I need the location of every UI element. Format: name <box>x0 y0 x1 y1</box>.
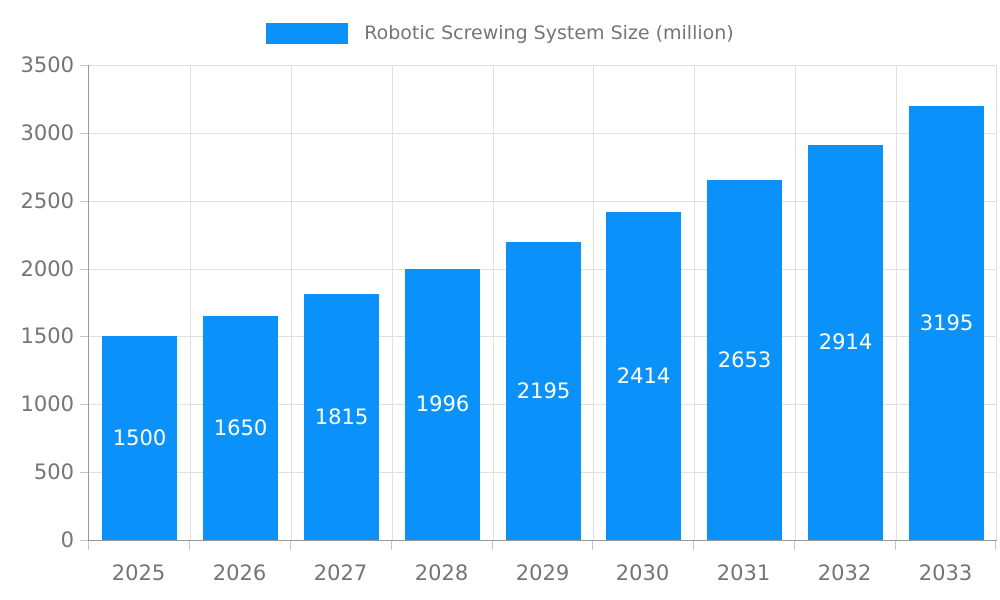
x-axis-tick <box>290 541 291 550</box>
bar[interactable]: 1815 <box>304 294 379 540</box>
legend-label: Robotic Screwing System Size (million) <box>364 22 734 44</box>
gridline-vertical <box>593 65 594 540</box>
x-axis-tick <box>794 541 795 550</box>
y-axis-tick <box>80 472 88 473</box>
gridline-vertical <box>190 65 191 540</box>
x-axis-label: 2027 <box>313 561 368 585</box>
gridline-vertical <box>291 65 292 540</box>
y-axis-tick <box>80 269 88 270</box>
bar-value-label: 2653 <box>717 347 772 372</box>
plot-area: 1500 1650 1815 1996 2195 2414 2653 2914 3195 <box>88 65 997 541</box>
x-axis-label: 2028 <box>414 561 469 585</box>
y-axis-tick <box>80 336 88 337</box>
x-axis-label: 2029 <box>515 561 570 585</box>
bar-value-label: 2414 <box>616 363 671 388</box>
gridline-vertical <box>996 65 997 540</box>
x-axis-label: 2033 <box>918 561 973 585</box>
x-axis-tick <box>492 541 493 550</box>
y-axis-tick <box>80 65 88 66</box>
y-axis-label: 2000 <box>20 257 74 281</box>
x-axis-tick <box>592 541 593 550</box>
y-axis-label: 1000 <box>20 392 74 416</box>
y-axis-tick <box>80 404 88 405</box>
bar[interactable]: 1500 <box>102 336 177 540</box>
y-axis-label: 500 <box>33 460 74 484</box>
x-axis-tick <box>693 541 694 550</box>
x-axis-tick <box>895 541 896 550</box>
x-axis-label: 2025 <box>111 561 166 585</box>
y-axis-label: 3500 <box>20 53 74 77</box>
gridline-vertical <box>795 65 796 540</box>
bar-value-label: 1500 <box>112 425 167 450</box>
bar[interactable]: 1650 <box>203 316 278 540</box>
x-axis-tick <box>995 541 996 550</box>
gridline-vertical <box>392 65 393 540</box>
y-axis-label: 2500 <box>20 189 74 213</box>
legend[interactable]: Robotic Screwing System Size (million) <box>0 22 1000 44</box>
bar-value-label: 1996 <box>415 392 470 416</box>
y-axis-tick <box>80 540 88 541</box>
x-axis-label: 2031 <box>716 561 771 585</box>
bar-value-label: 2195 <box>516 378 571 403</box>
bar[interactable]: 1996 <box>405 269 480 540</box>
gridline-vertical <box>694 65 695 540</box>
bar[interactable]: 2195 <box>506 242 581 540</box>
bar-value-label: 1815 <box>314 404 369 429</box>
y-axis-label: 3000 <box>20 121 74 145</box>
y-axis-tick <box>80 201 88 202</box>
gridline-horizontal <box>89 65 997 66</box>
gridline-vertical <box>493 65 494 540</box>
x-axis-tick <box>189 541 190 550</box>
bar[interactable]: 2914 <box>808 145 883 540</box>
gridline-vertical <box>896 65 897 540</box>
bar-value-label: 1650 <box>213 415 268 440</box>
x-axis-tick <box>391 541 392 550</box>
y-axis-label: 0 <box>60 528 74 552</box>
bar[interactable]: 2653 <box>707 180 782 540</box>
x-axis-label: 2030 <box>615 561 670 585</box>
gridline-horizontal <box>89 132 997 134</box>
y-axis-tick <box>80 133 88 134</box>
x-axis-tick <box>88 541 89 550</box>
x-axis-label: 2026 <box>212 561 267 585</box>
bar-value-label: 3195 <box>919 310 974 335</box>
bar[interactable]: 2414 <box>606 212 681 540</box>
gridline-horizontal <box>89 200 997 202</box>
x-axis-label: 2032 <box>817 561 872 585</box>
bar[interactable]: 3195 <box>909 106 984 540</box>
legend-swatch-icon <box>266 22 349 44</box>
y-axis-label: 1500 <box>20 324 74 348</box>
bar-value-label: 2914 <box>818 330 873 354</box>
